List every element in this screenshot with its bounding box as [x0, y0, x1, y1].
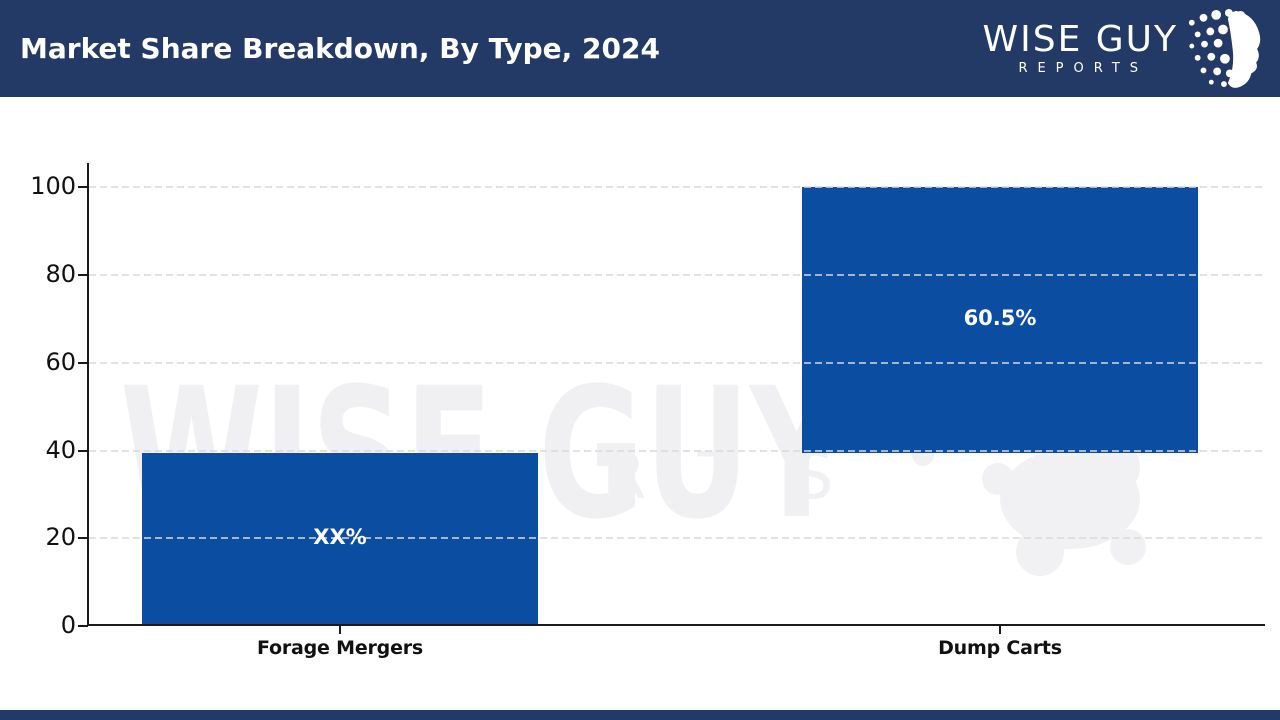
y-tick-mark: [78, 274, 88, 276]
y-tick-label: 20: [45, 523, 76, 552]
y-tick-mark: [78, 361, 88, 364]
gridline-60: [89, 361, 1262, 364]
header-bar: Market Share Breakdown, By Type, 2024 WI…: [0, 0, 1280, 97]
y-tick-label: 0: [60, 611, 76, 639]
bar-dump-carts: [802, 187, 1198, 453]
gridline-80: [89, 274, 1262, 276]
logo-subtitle: REPORTS: [1018, 61, 1149, 76]
watermark-letters: RTS: [602, 440, 890, 514]
y-tick-label: 80: [45, 260, 76, 288]
x-category-label-2: Dump Carts: [938, 637, 1062, 659]
x-axis-line: [87, 624, 1265, 626]
wise-guy-reports-logo: WISE GUY REPORTS: [983, 7, 1280, 91]
gridline-40: [89, 449, 1262, 452]
y-tick-mark: [78, 186, 88, 189]
y-tick-mark: [78, 625, 88, 627]
bar-value-label: XX%: [313, 525, 367, 550]
y-tick-label: 40: [45, 435, 76, 464]
bar-chart-canvas: WISE GUY RTS XX%60.5%020406080100Forage …: [0, 97, 1280, 720]
bar-forage-mergers: [142, 452, 538, 626]
page-title: Market Share Breakdown, By Type, 2024: [20, 32, 660, 65]
bar-value-label: 60.5%: [963, 305, 1037, 330]
x-category-label-1: Forage Mergers: [256, 637, 424, 659]
logo-face-icon: [1188, 8, 1261, 88]
logo-wordmark: WISE GUY: [982, 19, 1178, 60]
y-tick-label: 100: [30, 172, 76, 201]
y-axis-line: [87, 163, 89, 626]
x-tick-mark: [999, 626, 1001, 634]
gridline-100: [89, 186, 1262, 189]
y-tick-mark: [78, 537, 88, 540]
y-tick-mark: [78, 449, 88, 452]
logo-text: WISE GUY REPORTS: [982, 19, 1179, 76]
x-tick-mark: [339, 626, 341, 634]
y-tick-label: 60: [45, 347, 76, 376]
gridline-20: [89, 537, 1262, 540]
watermark-face-icon: [912, 439, 1146, 576]
footer-bar: [0, 710, 1280, 720]
